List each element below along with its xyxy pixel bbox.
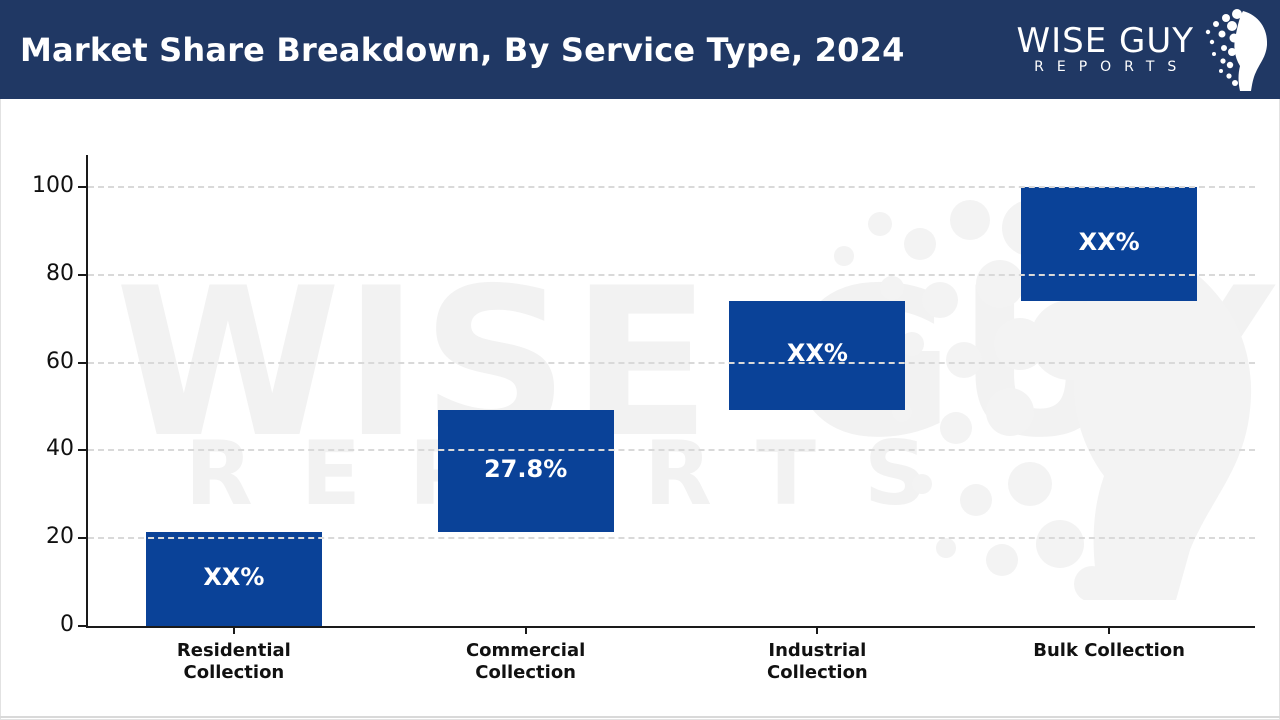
header-bar: Market Share Breakdown, By Service Type,… [0,0,1280,99]
y-tick-mark [78,186,86,189]
footer-divider [0,716,1280,718]
y-tick-label: 0 [60,612,74,637]
y-tick-mark [78,361,86,364]
gridline-20 [88,537,1255,540]
logo-wordmark: WISE GUY REPORTS [1016,20,1194,76]
gridline-80 [88,273,1255,276]
logo-wordmark-sub: REPORTS [1034,59,1190,76]
y-tick-label: 80 [46,260,74,286]
logo-head-icon [1205,9,1268,91]
logo-wordmark-main: WISE GUY [1016,20,1194,61]
gridline-60 [88,361,1255,364]
y-tick-label: 100 [32,173,74,199]
bar-1 [437,409,614,532]
x-category-label: Bulk Collection [1033,640,1185,661]
wise-guy-reports-logo: WISE GUY REPORTS [1016,6,1268,94]
bar-label: XX% [1078,228,1140,257]
y-tick-label: 60 [46,348,74,374]
bar-label: XX% [203,562,265,591]
x-category-label: Residential Collection [176,640,291,683]
y-tick-mark [78,273,86,276]
x-axis-line [86,626,1255,628]
chart-title: Market Share Breakdown, By Service Type,… [20,30,905,69]
y-tick-mark [78,449,86,452]
bar-2 [729,301,906,410]
bar-label: XX% [786,339,848,368]
x-category-label: Commercial Collection [465,640,586,683]
y-tick-mark [78,625,86,627]
gridline-100 [88,186,1255,189]
y-tick-label: 20 [46,524,74,550]
gridline-40 [88,449,1255,452]
x-tick-mark [232,628,235,634]
x-tick-mark [1108,628,1111,634]
y-axis-line [86,155,88,628]
y-tick-label: 40 [46,436,74,462]
watermark-head-icon [834,200,1252,600]
bar-3 [1021,187,1198,302]
bar-0 [145,531,322,626]
x-tick-mark [524,628,527,634]
y-tick-mark [78,537,86,540]
x-category-label: Industrial Collection [767,640,868,683]
x-tick-mark [816,628,819,634]
bar-label: 27.8% [483,454,568,483]
